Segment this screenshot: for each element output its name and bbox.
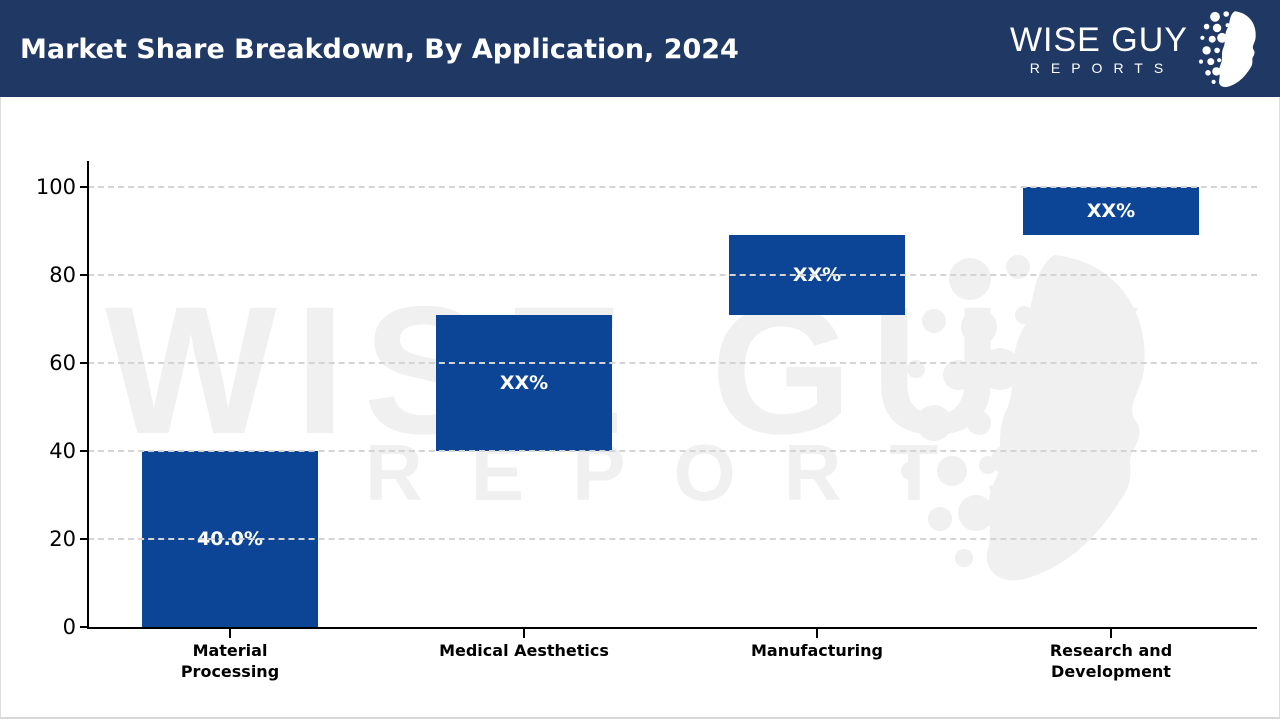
- y-tick-label-20: 20: [49, 527, 76, 551]
- x-category-label-4: Research and Development: [1049, 641, 1173, 681]
- y-axis-line: [87, 161, 89, 629]
- y-tick-label-80: 80: [49, 263, 76, 287]
- page-title: Market Share Breakdown, By Application, …: [20, 34, 739, 65]
- brand-logo: WISE GUY REPORTS: [1010, 6, 1266, 92]
- x-category-label-3: Manufacturing: [751, 641, 883, 660]
- bar-value-label-2: XX%: [499, 371, 549, 394]
- y-tick-mark-100: [80, 186, 88, 188]
- waterfall-chart: WISE GUY REPORTS 40.0% XX% XX% XX% 0 20 40 60 80…: [0, 97, 1280, 720]
- y-tick-label-100: 100: [35, 175, 76, 199]
- header-bar: Market Share Breakdown, By Application, …: [0, 0, 1280, 97]
- x-tick-mark-4: [1110, 629, 1112, 638]
- x-category-label-2: Medical Aesthetics: [439, 641, 609, 660]
- x-tick-mark-2: [523, 629, 525, 638]
- brand-name: WISE GUY: [1009, 21, 1188, 59]
- watermark-face-icon: [901, 255, 1145, 581]
- gridline-100: [88, 186, 1257, 188]
- brand-subname: REPORTS: [1029, 60, 1175, 76]
- y-tick-mark-80: [80, 274, 88, 276]
- x-axis-line: [87, 627, 1257, 629]
- y-tick-label-60: 60: [49, 351, 76, 375]
- gridline-60: [88, 362, 1257, 364]
- bar-4: XX%: [1023, 187, 1199, 236]
- brand-face-icon: [1198, 11, 1256, 88]
- bar-value-label-4: XX%: [1086, 200, 1136, 223]
- brand-logo-text: WISE GUY REPORTS: [1010, 22, 1188, 76]
- y-tick-mark-20: [80, 538, 88, 540]
- y-tick-label-0: 0: [62, 615, 76, 639]
- y-tick-mark-0: [80, 626, 88, 628]
- bar-2: XX%: [436, 314, 612, 451]
- gridline-80: [88, 274, 1257, 276]
- x-tick-mark-1: [229, 629, 231, 638]
- gridline-20: [88, 538, 1257, 540]
- x-category-label-1: Material Processing: [180, 641, 280, 681]
- y-tick-mark-60: [80, 362, 88, 364]
- y-tick-mark-40: [80, 450, 88, 452]
- gridline-40: [88, 450, 1257, 452]
- x-tick-mark-3: [816, 629, 818, 638]
- y-tick-label-40: 40: [49, 439, 76, 463]
